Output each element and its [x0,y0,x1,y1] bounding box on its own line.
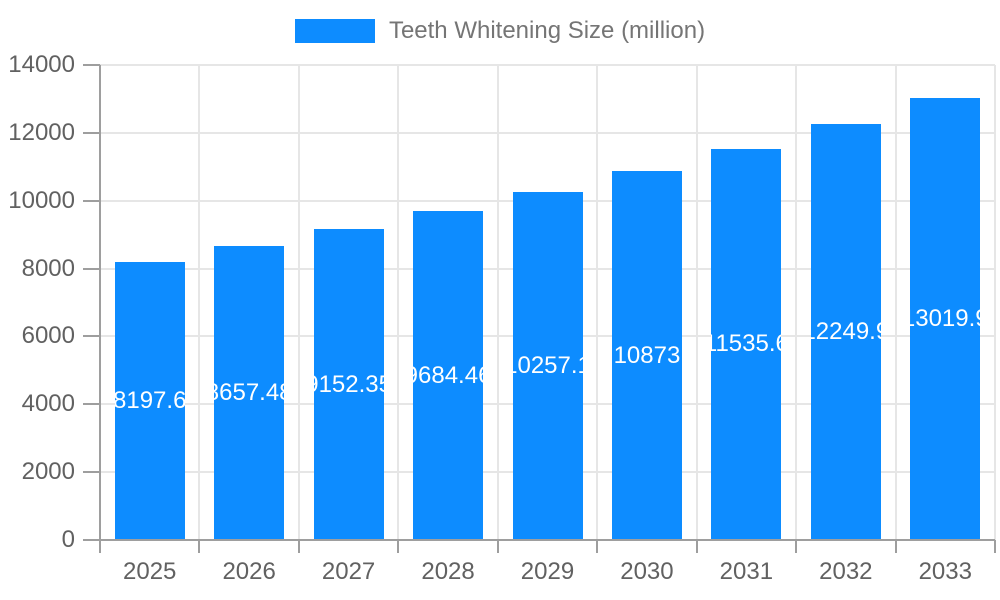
x-axis-line [83,539,995,541]
bar: 10873 [611,171,682,540]
x-axis-tick-label: 2031 [719,558,774,585]
x-axis-tick-label: 2028 [421,558,475,585]
gridline-vertical [198,65,201,540]
x-axis-tick [894,540,897,553]
x-axis-tick-label: 2026 [222,558,276,585]
x-axis-tick [397,540,400,553]
y-axis-tick [83,131,100,134]
bar-value-label: 13019.9 [910,305,980,333]
bar: 12249.9 [810,124,881,540]
y-axis-tick-label: 12000 [8,118,75,146]
y-axis-tick [83,403,100,406]
x-axis-tick [496,540,499,553]
x-axis-tick [596,540,599,553]
gridline-vertical [795,65,798,540]
y-axis-tick-label: 10000 [8,186,75,214]
bar: 11535.6 [711,148,782,540]
y-axis-tick-label: 2000 [21,458,75,486]
y-axis-tick [83,335,100,338]
bar-value-label: 10873 [613,341,681,369]
bar: 13019.9 [910,98,981,540]
x-axis-tick-label: 2027 [321,558,376,585]
x-axis-tick [695,540,698,553]
gridline-vertical [596,65,599,540]
bar-value-label: 11535.6 [711,330,781,358]
bar: 10257.1 [512,191,583,540]
y-axis-tick-label: 14000 [8,51,75,78]
gridline-horizontal [100,64,995,66]
x-axis-tick-label: 2032 [819,558,873,585]
bar: 8197.6 [114,261,185,540]
x-axis-tick-label: 2030 [620,558,674,585]
y-axis-line [99,65,101,553]
bar: 9684.46 [413,211,484,540]
bar-value-label: 9152.35 [314,370,384,398]
bar-value-label: 8197.6 [114,386,185,414]
gridline-vertical [894,65,897,540]
bar-value-label: 12249.9 [811,318,881,346]
bar: 8657.48 [214,246,285,540]
x-axis-tick-label: 2033 [918,558,972,585]
gridline-vertical [695,65,698,540]
x-axis-tick-label: 2029 [520,558,575,585]
y-axis-tick-label: 0 [61,526,75,553]
bar-value-label: 9684.46 [413,361,483,389]
x-axis-tick [994,540,996,553]
y-axis-tick [83,64,100,66]
gridline-vertical [496,65,499,540]
bar-value-label: 10257.1 [513,351,583,379]
y-axis-tick [83,471,100,474]
y-axis-tick [83,199,100,202]
y-axis-tick [83,267,100,270]
x-axis-tick [795,540,798,553]
bar: 9152.35 [313,229,384,540]
y-axis-tick-label: 4000 [21,390,75,418]
gridline-horizontal [100,131,995,134]
legend-item[interactable]: Teeth Whitening Size (million) [294,17,706,44]
x-axis-tick [297,540,300,553]
legend-swatch-icon [294,19,375,43]
x-axis-tick [198,540,201,553]
gridline-vertical [297,65,300,540]
legend: Teeth Whitening Size (million) [0,18,1000,44]
gridline-vertical [994,65,996,540]
y-axis-tick-label: 6000 [21,322,75,350]
y-axis-tick-label: 8000 [21,254,75,282]
x-axis-tick-label: 2025 [123,558,177,585]
legend-label: Teeth Whitening Size (million) [388,17,706,44]
bar-value-label: 8657.48 [214,379,284,407]
gridline-vertical [397,65,400,540]
